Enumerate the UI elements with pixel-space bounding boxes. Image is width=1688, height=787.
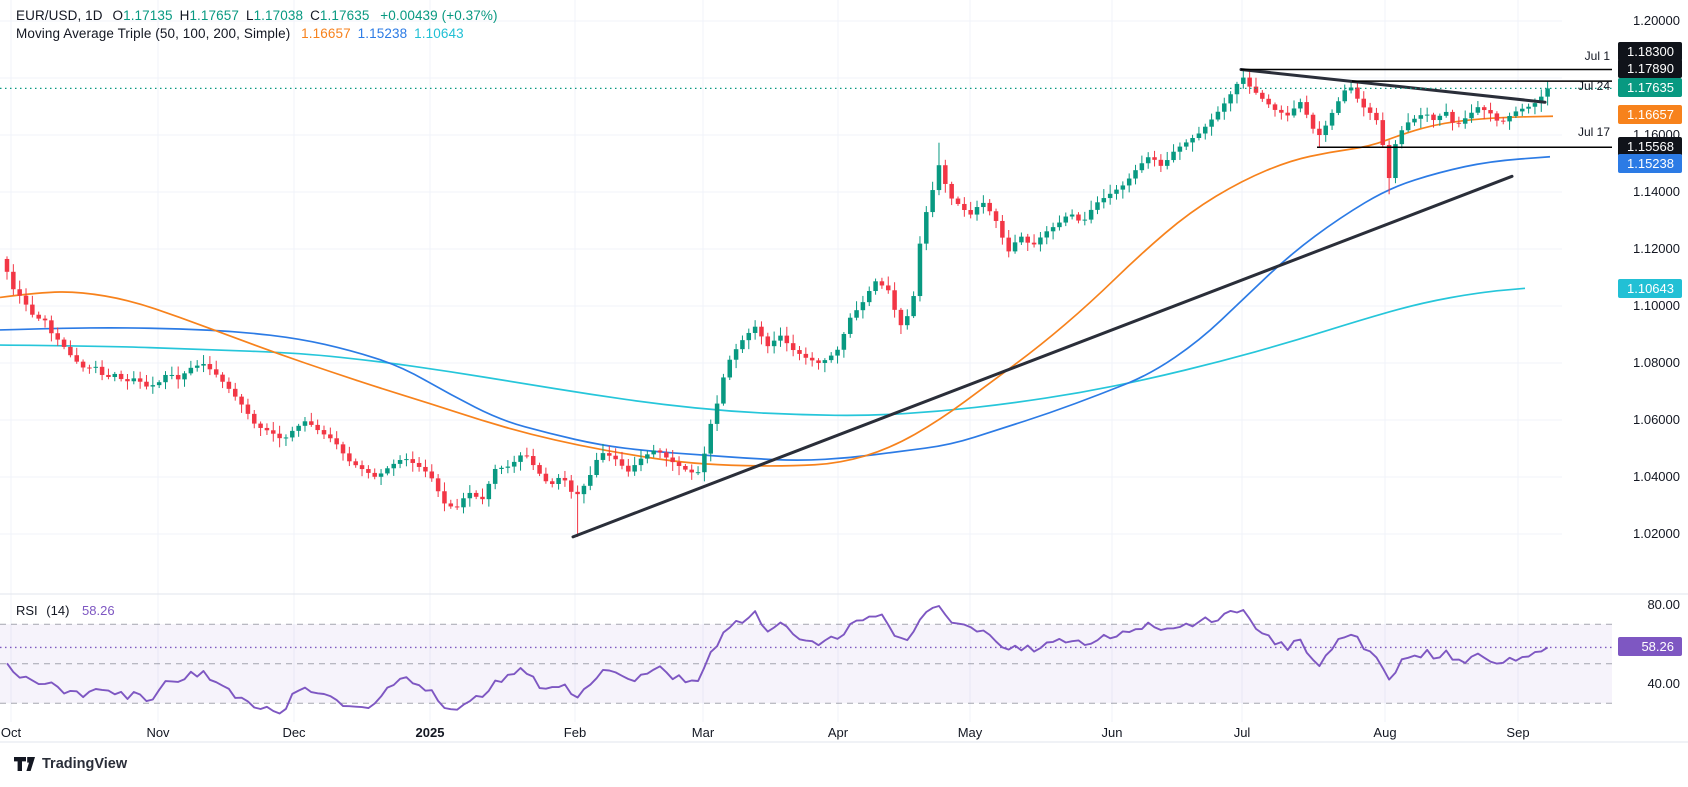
ma-header-value: 1.16657 (301, 26, 351, 41)
tradingview-logo-link[interactable]: TradingView (14, 756, 127, 772)
ohlc-value: 1.17038 (253, 8, 304, 23)
rsi-legend-row: RSI (14) 58.26 (16, 603, 115, 618)
tradingview-logo-icon (14, 756, 35, 771)
rsi-indicator-title[interactable]: RSI (16, 603, 38, 618)
symbol-legend-row: EUR/USD, 1D O1.17135 H1.17657 L1.17038 C1.1… (16, 8, 498, 23)
ohlc-letter: C (310, 8, 320, 23)
ohlc-value: 1.17635 (319, 8, 370, 23)
ohlc-value: 1.17135 (123, 8, 173, 23)
symbol-title[interactable]: EUR/USD, 1D (16, 8, 103, 23)
rsi-params: (14) (46, 603, 70, 618)
ohlc-value: 1.17657 (189, 8, 239, 23)
ma-header-value: 1.10643 (414, 26, 464, 41)
indicator-legend-row: Moving Average Triple (50, 100, 200, Sim… (16, 26, 471, 41)
ohlc-letter: O (112, 8, 124, 23)
rsi-current-value: 58.26 (82, 603, 115, 618)
ma-values: 1.16657 1.15238 1.10643 (301, 26, 471, 41)
ohlc-letter: H (179, 8, 190, 23)
ohlc-values: O1.17135 H1.17657 L1.17038 C1.17635 (112, 8, 376, 23)
ohlc-letter: L (245, 8, 254, 23)
ma-indicator-title[interactable]: Moving Average Triple (50, 100, 200, Sim… (16, 26, 291, 41)
tradingview-logo-text: TradingView (42, 756, 128, 772)
ma-header-value: 1.15238 (357, 26, 408, 41)
change-value: +0.00439 (+0.37%) (380, 8, 498, 23)
